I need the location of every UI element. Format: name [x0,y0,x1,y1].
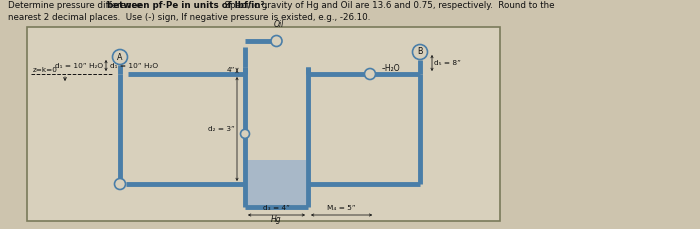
Text: d₁ = 10” H₂O: d₁ = 10” H₂O [110,63,158,68]
Text: d₂ = 3”: d₂ = 3” [209,126,235,132]
Circle shape [115,178,125,190]
Text: M₄ = 5”: M₄ = 5” [328,205,356,211]
Text: between pf·Pe in units of lbf/in².: between pf·Pe in units of lbf/in². [107,1,267,10]
Text: B: B [417,47,423,57]
Text: Determine pressure difference: Determine pressure difference [8,1,144,10]
Bar [247,160,306,205]
Text: z=k=0: z=k=0 [33,66,58,73]
Circle shape [241,129,249,138]
Text: nearest 2 decimal places.  Use (-) sign, If negative pressure is existed, e.g., : nearest 2 decimal places. Use (-) sign, … [8,13,370,22]
Circle shape [271,35,282,46]
Text: Specific gravity of Hg and Oil are 13.6 and 0.75, respectively.  Round to the: Specific gravity of Hg and Oil are 13.6 … [219,1,554,10]
Circle shape [412,44,428,60]
Bar [27,27,500,221]
Text: d₃ = 4”: d₃ = 4” [263,205,290,211]
Text: d₁ = 10” H₂O: d₁ = 10” H₂O [55,63,103,68]
Text: A: A [118,52,122,62]
Text: 4”: 4” [227,68,235,74]
Circle shape [113,49,127,65]
Circle shape [365,68,375,79]
Text: –H₂O: –H₂O [382,64,400,73]
Text: Hg: Hg [271,215,282,224]
Text: d₅ = 8”: d₅ = 8” [434,60,461,66]
Text: Oil: Oil [274,20,284,29]
